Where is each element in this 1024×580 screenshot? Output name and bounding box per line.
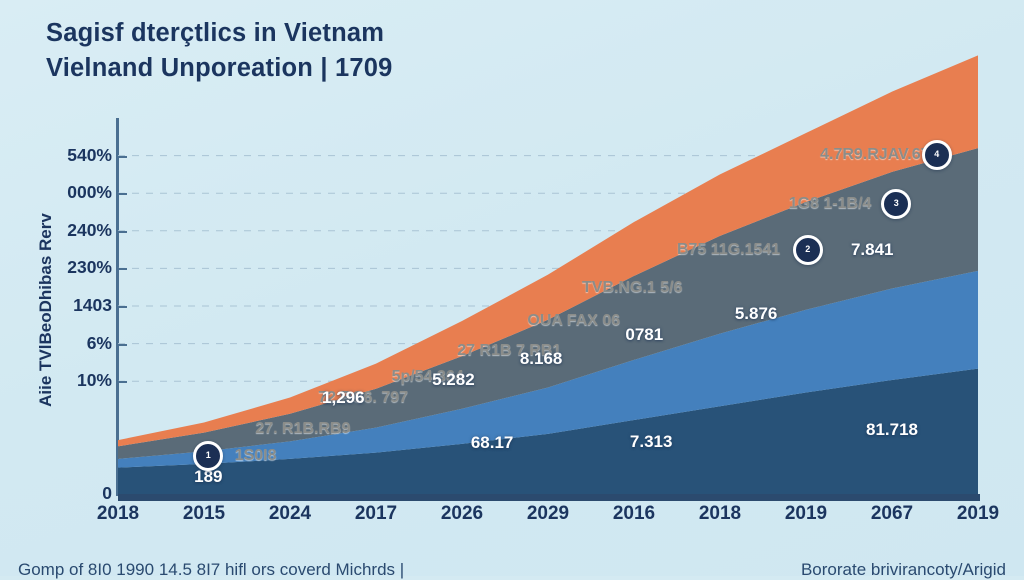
stacked-area-svg: [118, 55, 978, 494]
y-tick-mark: [118, 193, 127, 196]
x-tick-label: 2018: [698, 503, 742, 524]
x-axis-line: [118, 494, 980, 501]
y-axis-ticks: 540% 000% 240% 230% 1403 6% 10% 0: [0, 0, 112, 576]
y-tick-mark: [118, 230, 127, 233]
area-series-orange: [118, 55, 978, 447]
y-tick-label: 540%: [67, 144, 112, 165]
y-tick-mark: [118, 381, 127, 384]
x-tick-label: 2016: [612, 503, 656, 524]
area-series-navy: [118, 368, 978, 494]
footer-right-text: Bororate brivirancoty/Arigid: [800, 560, 1006, 579]
y-tick-label: 0: [102, 483, 112, 503]
x-axis-ticks: 2018 2015 2024 2017 2026 2029 2016 2018 2019 2067…: [97, 503, 999, 535]
page-title: Sagisf dterçtlics in Vietnam Vielnand Un…: [46, 16, 766, 86]
x-tick-label: 2019: [956, 503, 1000, 524]
title-line-2: Vielnand Unporeation | 1709: [46, 54, 393, 82]
callout-marker[interactable]: 4: [921, 139, 952, 170]
y-tick-mark: [118, 268, 127, 271]
y-tick-label: 000%: [67, 182, 112, 203]
y-axis-line: [116, 118, 119, 496]
callout-marker[interactable]: 1: [193, 441, 224, 472]
y-tick-label: 1403: [73, 295, 112, 315]
y-tick-label: 10%: [76, 370, 112, 391]
y-tick-mark: [118, 155, 127, 158]
y-tick-mark: [118, 306, 127, 308]
footer-left-text: Gomp of 8I0 1990 14.5 8I7 hifl ors cover…: [18, 560, 405, 579]
callout-marker[interactable]: 3: [881, 188, 912, 219]
x-tick-label: 2067: [870, 503, 914, 524]
y-tick-label: 230%: [67, 257, 112, 278]
plot-area: [118, 55, 978, 494]
x-tick-label: 2029: [526, 503, 570, 524]
area-series-blue: [118, 270, 978, 468]
x-tick-label: 2019: [784, 503, 828, 524]
y-tick-label: 240%: [67, 219, 112, 240]
y-tick-label: 6%: [86, 332, 112, 353]
area-series-slate: [118, 148, 978, 459]
y-tick-mark: [118, 343, 127, 346]
x-tick-label: 2018: [96, 503, 140, 524]
callout-marker[interactable]: 2: [792, 235, 823, 266]
x-tick-label: 2026: [440, 503, 484, 524]
x-tick-label: 2024: [268, 503, 312, 524]
x-tick-label: 2017: [354, 503, 398, 524]
title-line-1: Sagisf dterçtlics in Vietnam: [46, 19, 385, 47]
x-tick-label: 2015: [182, 503, 226, 524]
